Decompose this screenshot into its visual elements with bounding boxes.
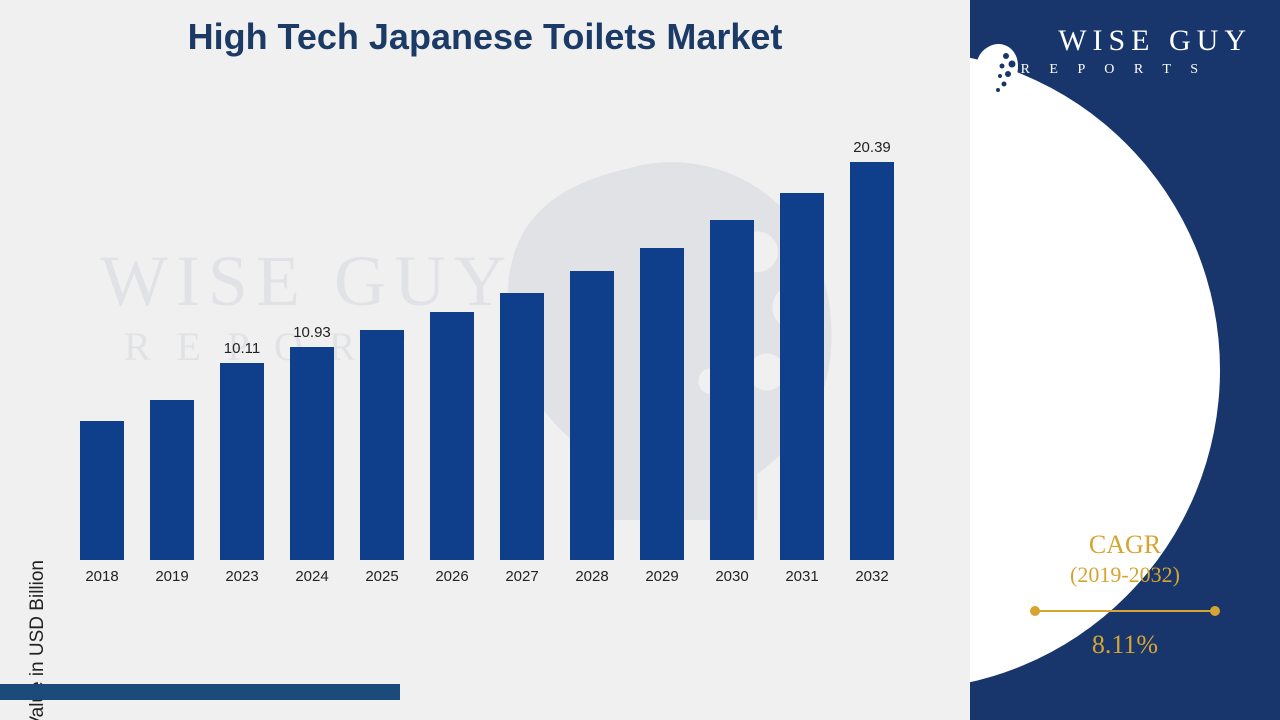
bar [290,347,334,560]
x-axis-tick-label: 2027 [488,568,556,585]
bar [710,220,754,560]
bar [220,363,264,560]
bar [430,312,474,560]
bar-chart: 2018201910.11202310.93202420252026202720… [80,150,894,560]
bar [360,330,404,560]
brand-panel: WISE GUY R E P O R T S CAGR (2019-2032) … [970,0,1280,720]
bar [150,400,194,560]
x-axis-tick-label: 2019 [138,568,206,585]
chart-panel: WISE GUY R E P O R T S High Tech Japanes… [0,0,970,700]
cagr-range: (2019-2032) [1010,562,1240,588]
x-axis-tick-label: 2025 [348,568,416,585]
x-axis-tick-label: 2028 [558,568,626,585]
bar-value-label: 20.39 [840,139,904,156]
bar-value-label: 10.11 [210,340,274,357]
cagr-value: 8.11% [1010,630,1240,660]
chart-title: High Tech Japanese Toilets Market [0,16,970,58]
x-axis-tick-label: 2024 [278,568,346,585]
x-axis-tick-label: 2018 [68,568,136,585]
x-axis-tick-label: 2029 [628,568,696,585]
bar [80,421,124,560]
brand-logo: WISE GUY R E P O R T S [1021,24,1252,78]
x-axis-tick-label: 2023 [208,568,276,585]
footer-accent-bar [0,684,400,700]
x-axis-tick-label: 2030 [698,568,766,585]
bar [640,248,684,560]
bar [780,193,824,560]
brand-subtitle: R E P O R T S [1021,62,1206,78]
bar [850,162,894,560]
report-canvas: WISE GUY R E P O R T S CAGR (2019-2032) … [0,0,1280,720]
x-axis-tick-label: 2031 [768,568,836,585]
brand-head-icon [972,42,1020,120]
brand-name: WISE GUY [1058,24,1252,57]
bar-value-label: 10.93 [280,324,344,341]
x-axis-tick-label: 2026 [418,568,486,585]
cagr-block: CAGR (2019-2032) 8.11% [1010,530,1240,660]
bar [500,293,544,560]
cagr-title: CAGR [1010,530,1240,560]
cagr-divider [1035,610,1215,612]
x-axis-tick-label: 2032 [838,568,906,585]
bar [570,271,614,560]
